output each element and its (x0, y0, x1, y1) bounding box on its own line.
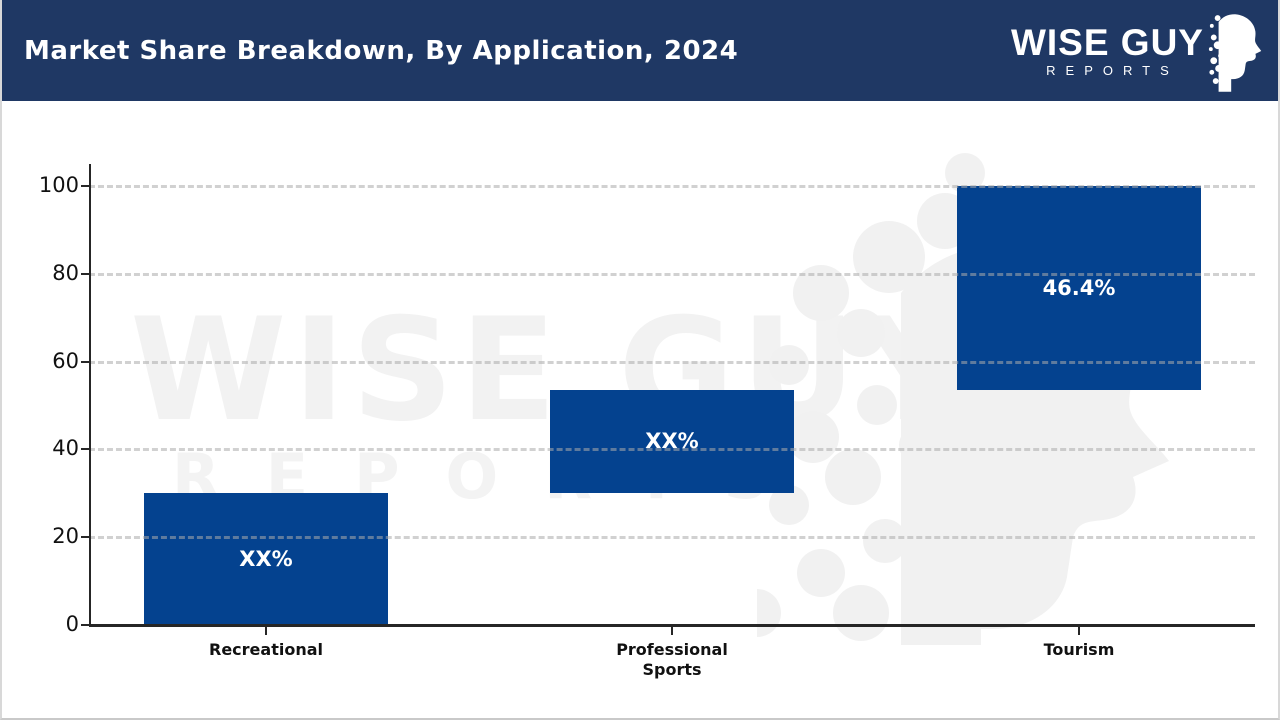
y-tick-label: 0 (65, 612, 79, 636)
y-axis-tick (81, 448, 89, 451)
y-axis-tick (81, 184, 89, 187)
y-tick-label: 100 (38, 172, 79, 197)
y-axis-tick (81, 272, 89, 275)
x-axis-line (89, 624, 1255, 627)
x-category-label: Professional Sports (616, 640, 728, 679)
gridline (89, 536, 1255, 540)
bar-professional-sports (550, 389, 794, 494)
x-category-label: Recreational (209, 640, 323, 659)
x-axis-tick (265, 627, 267, 635)
logo-subtitle: REPORTS (1046, 62, 1179, 78)
logo-title: WISE GUY (1010, 21, 1204, 63)
x-axis-tick (1078, 627, 1080, 635)
y-tick-label: 60 (52, 348, 79, 373)
y-axis-line (89, 164, 91, 627)
y-tick-label: 20 (52, 524, 79, 549)
bar-recreational (144, 493, 388, 625)
logo-text: WISE GUY REPORTS (1010, 21, 1204, 79)
page-title: Market Share Breakdown, By Application, … (24, 35, 739, 66)
y-axis-tick (81, 360, 89, 363)
bar-tourism (957, 185, 1201, 390)
dotted-face-profile-icon (1208, 13, 1262, 92)
x-category-label: Tourism (1043, 640, 1115, 659)
y-axis-tick (81, 536, 89, 539)
gridline (89, 272, 1255, 276)
y-axis-tick (81, 624, 89, 626)
gridline (89, 184, 1255, 188)
wise-guy-reports-logo: WISE GUY REPORTS (1011, 10, 1268, 92)
gridline (89, 448, 1255, 452)
header-bar: Market Share Breakdown, By Application, … (2, 0, 1278, 101)
gridline (89, 360, 1255, 364)
bar-value-label: XX% (239, 547, 293, 572)
bar-value-label: 46.4% (1042, 275, 1116, 300)
x-axis-tick (671, 627, 673, 635)
bar-value-label: XX% (645, 429, 699, 454)
y-tick-label: 40 (52, 436, 79, 461)
y-tick-label: 80 (52, 260, 79, 285)
